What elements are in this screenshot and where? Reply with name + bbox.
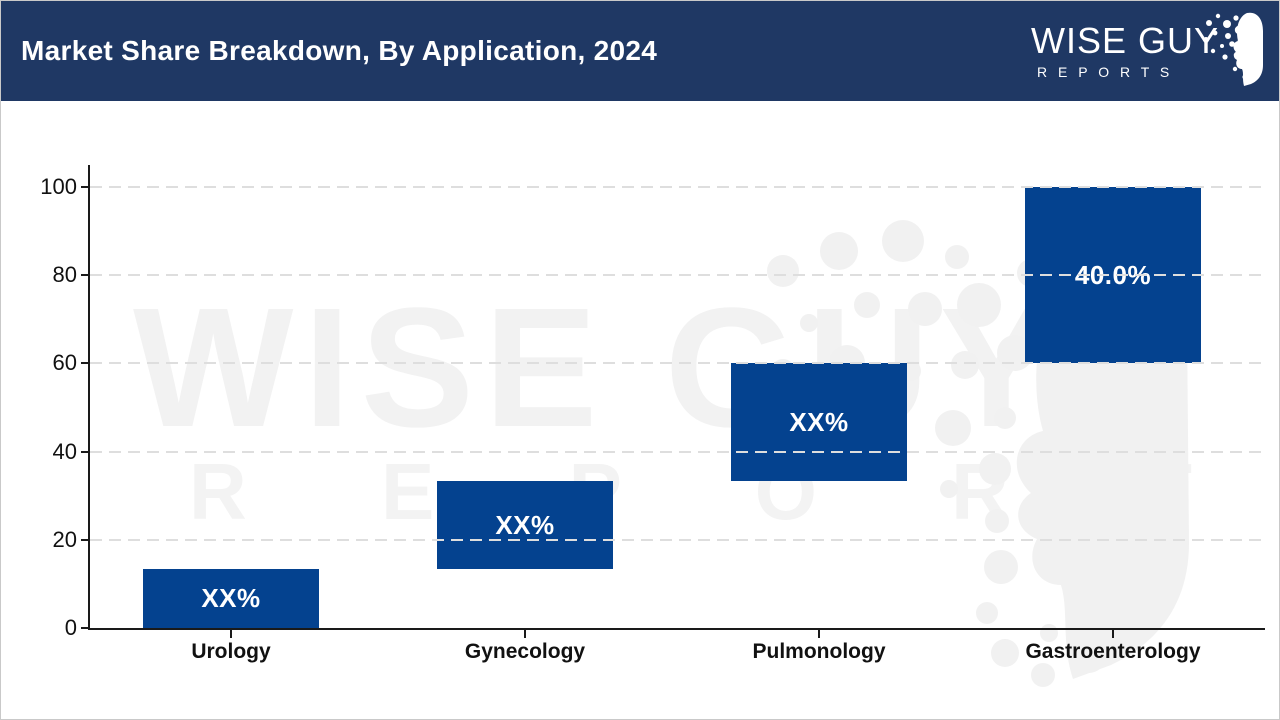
bar-pulmonology: XX% <box>731 363 907 482</box>
header: Market Share Breakdown, By Application, … <box>1 1 1279 101</box>
y-tick <box>81 186 89 188</box>
y-tick <box>81 538 89 541</box>
wise-guy-logo: WISE GUY R E P O R T S <box>1029 9 1265 93</box>
bar-gynecology: XX% <box>437 481 613 570</box>
gridline <box>90 274 1265 277</box>
y-tick <box>81 450 89 453</box>
x-category-label: Gastroenterology <box>1025 640 1201 663</box>
gridline <box>90 362 1265 365</box>
y-tick-label: 60 <box>52 350 77 376</box>
x-tick <box>818 630 820 638</box>
logo-face-dots-icon <box>1204 12 1263 87</box>
chart-title: Market Share Breakdown, By Application, … <box>21 35 658 66</box>
bar-value-label: XX% <box>495 509 555 540</box>
x-tick <box>524 630 526 638</box>
bar-value-label: XX% <box>201 583 261 614</box>
y-tick <box>81 362 89 365</box>
x-tick <box>230 630 232 638</box>
logo-brand-text: WISE GUY <box>1031 20 1219 61</box>
x-axis-spine <box>88 628 1265 630</box>
x-category-label: Urology <box>191 640 271 663</box>
y-tick-label: 0 <box>64 615 77 640</box>
y-tick <box>81 627 89 629</box>
bar-urology: XX% <box>143 569 319 628</box>
y-axis-spine <box>88 165 90 629</box>
y-tick-label: 100 <box>40 174 77 199</box>
y-tick-label: 20 <box>52 526 77 552</box>
x-tick <box>1112 630 1114 638</box>
gridline <box>90 538 1265 541</box>
x-category-label: Gynecology <box>464 640 586 663</box>
gridline <box>90 186 1265 188</box>
y-tick <box>81 274 89 277</box>
bar-value-label: XX% <box>789 406 849 437</box>
y-tick-label: 40 <box>52 438 77 464</box>
x-category-label: Pulmonology <box>752 640 886 663</box>
logo-sub-text: R E P O R T S <box>1037 64 1173 80</box>
gridline <box>90 450 1265 453</box>
y-tick-label: 80 <box>52 262 77 288</box>
